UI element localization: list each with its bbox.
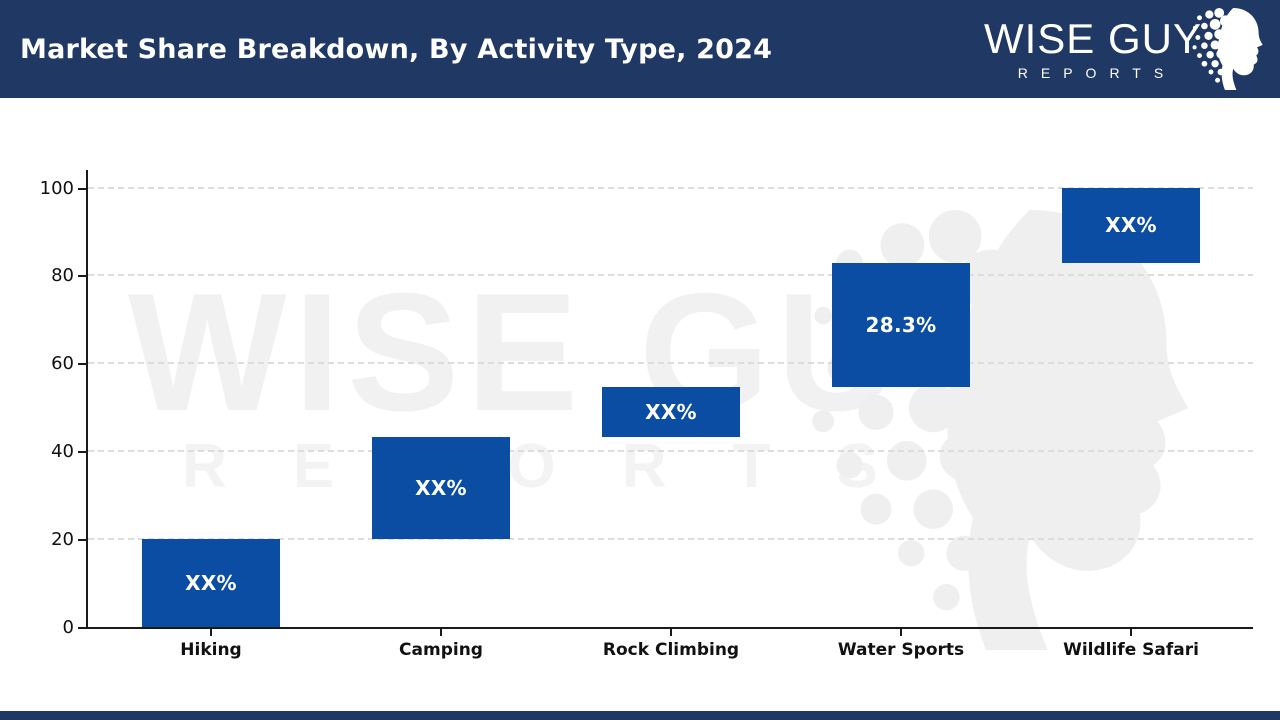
bar-wildlife-safari: XX% (1062, 187, 1200, 263)
x-tick-1 (440, 629, 442, 636)
x-tick-4 (1130, 629, 1132, 636)
gridline-y-80 (88, 274, 1253, 277)
logo-sub-text: REPORTS (1017, 64, 1177, 81)
bar-value-label: XX% (185, 571, 237, 596)
bar-water-sports: 28.3% (832, 262, 970, 388)
x-axis-line (86, 627, 1253, 629)
x-tick-3 (900, 629, 902, 636)
wiseguy-logo: WISE GUY REPORTS (984, 5, 1266, 93)
y-tick-80 (78, 275, 86, 278)
logo-brand-text: WISE GUY (983, 14, 1202, 62)
gridline-y-40 (88, 450, 1253, 453)
y-tick-label-100: 100 (39, 177, 74, 199)
x-tick-0 (210, 629, 212, 636)
y-tick-label-40: 40 (51, 441, 74, 463)
x-tick-label-0: Hiking (180, 640, 242, 660)
y-tick-20 (78, 539, 86, 542)
logo-text: WISE GUY REPORTS (983, 14, 1202, 81)
y-tick-100 (78, 187, 86, 190)
bar-value-label: XX% (645, 400, 697, 425)
bar-value-label: XX% (1105, 213, 1157, 238)
x-tick-label-3: Water Sports (837, 640, 965, 660)
y-tick-label-0: 0 (62, 617, 74, 638)
gridline-y-100 (88, 186, 1253, 189)
y-tick-60 (78, 363, 86, 366)
bar-value-label: 28.3% (865, 312, 937, 337)
y-tick-0 (78, 627, 86, 629)
header-bar: Market Share Breakdown, By Activity Type… (0, 0, 1280, 98)
gridline-y-60 (88, 362, 1253, 365)
bar-hiking: XX% (142, 539, 280, 627)
bar-rock-climbing: XX% (602, 387, 740, 438)
y-tick-label-20: 20 (51, 529, 74, 551)
page-title: Market Share Breakdown, By Activity Type… (20, 33, 773, 65)
bar-camping: XX% (372, 437, 510, 540)
footer-bar (0, 711, 1280, 720)
bar-value-label: XX% (415, 476, 467, 501)
y-tick-label-80: 80 (51, 265, 74, 287)
gridline-y-20 (88, 538, 1253, 541)
y-tick-40 (78, 451, 86, 454)
x-tick-label-4: Wildlife Safari (1063, 640, 1199, 660)
y-axis-line (86, 170, 88, 629)
y-tick-label-60: 60 (51, 353, 74, 375)
wiseguy-face-icon (1188, 5, 1266, 93)
x-tick-label-1: Camping (399, 640, 483, 660)
x-tick-2 (670, 629, 672, 636)
x-tick-label-2: Rock Climbing (602, 640, 740, 660)
